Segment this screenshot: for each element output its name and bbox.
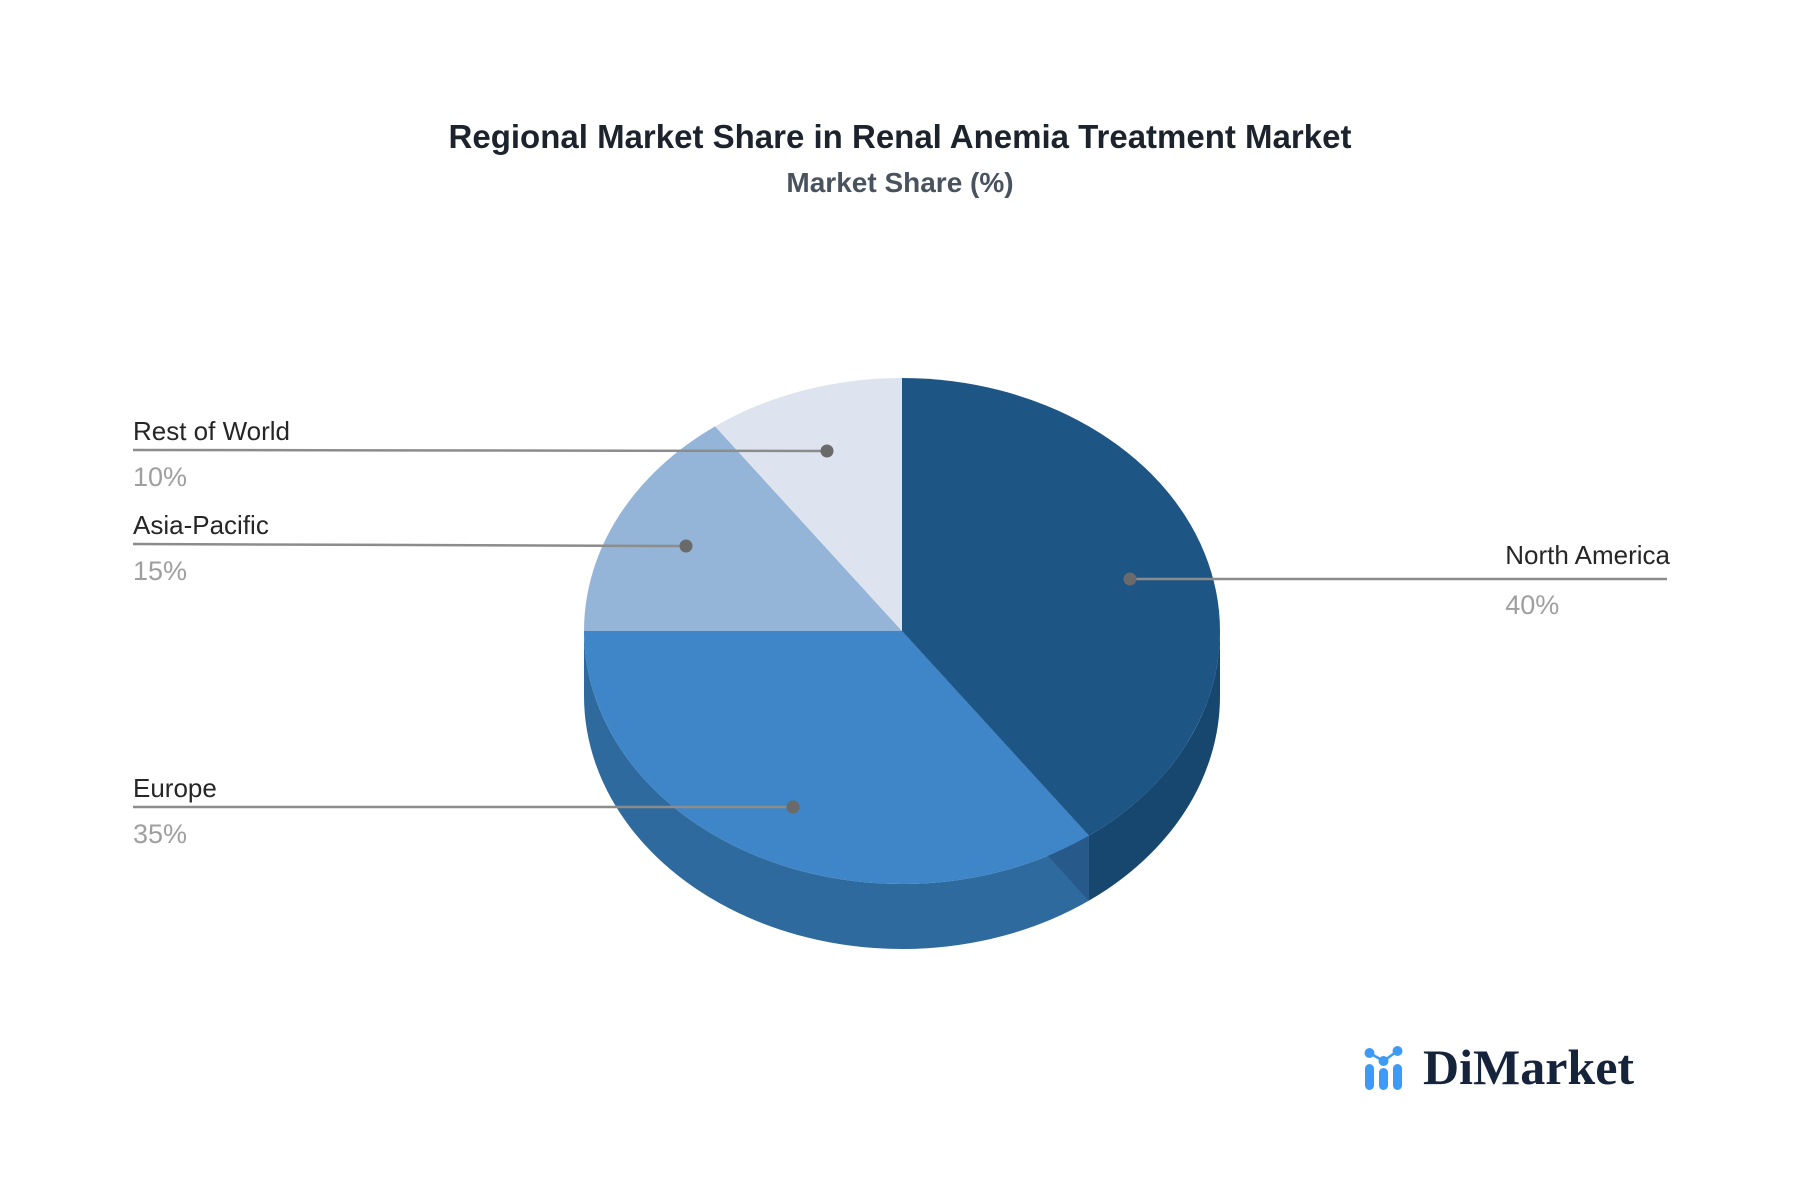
callout-north-america: North America 40% <box>1505 540 1670 621</box>
chart-subtitle: Market Share (%) <box>786 167 1014 198</box>
chart-title: Regional Market Share in Renal Anemia Tr… <box>448 118 1352 155</box>
bar-chart-trend-icon <box>1364 1046 1403 1090</box>
dimarket-logo: DiMarket <box>1360 1040 1634 1094</box>
pie-slice-rest-of-world[interactable] <box>715 378 902 631</box>
leader-dot-asia-pacific <box>679 539 693 553</box>
logo-text: DiMarket <box>1423 1039 1635 1095</box>
callout-label: Asia-Pacific <box>133 510 269 540</box>
callout-value: 15% <box>133 556 188 586</box>
pie-rim-europe <box>584 631 1089 949</box>
pie-slice-north-america[interactable] <box>902 378 1220 836</box>
callout-value: 10% <box>133 462 188 492</box>
pie-rim-north-america <box>1088 631 1220 901</box>
callout-rest-of-world: Rest of World 10% <box>133 416 290 493</box>
pie-slice-asia-pacific[interactable] <box>584 426 902 631</box>
leader-dot-rest-of-world <box>820 444 834 458</box>
callout-europe: Europe 35% <box>133 773 217 850</box>
callout-value: 35% <box>133 819 188 849</box>
leader-dot-north-america <box>1123 572 1137 586</box>
leader-line-rest-of-world <box>132 448 828 453</box>
callout-value: 40% <box>1505 590 1560 620</box>
callout-label: North America <box>1505 540 1670 570</box>
callout-label: Europe <box>133 773 217 803</box>
callout-asia-pacific: Asia-Pacific 15% <box>133 510 269 587</box>
callout-label: Rest of World <box>133 416 291 446</box>
pie-slice-europe[interactable] <box>584 631 1089 884</box>
leader-line-asia-pacific <box>132 542 687 548</box>
leader-dot-europe <box>786 800 800 814</box>
